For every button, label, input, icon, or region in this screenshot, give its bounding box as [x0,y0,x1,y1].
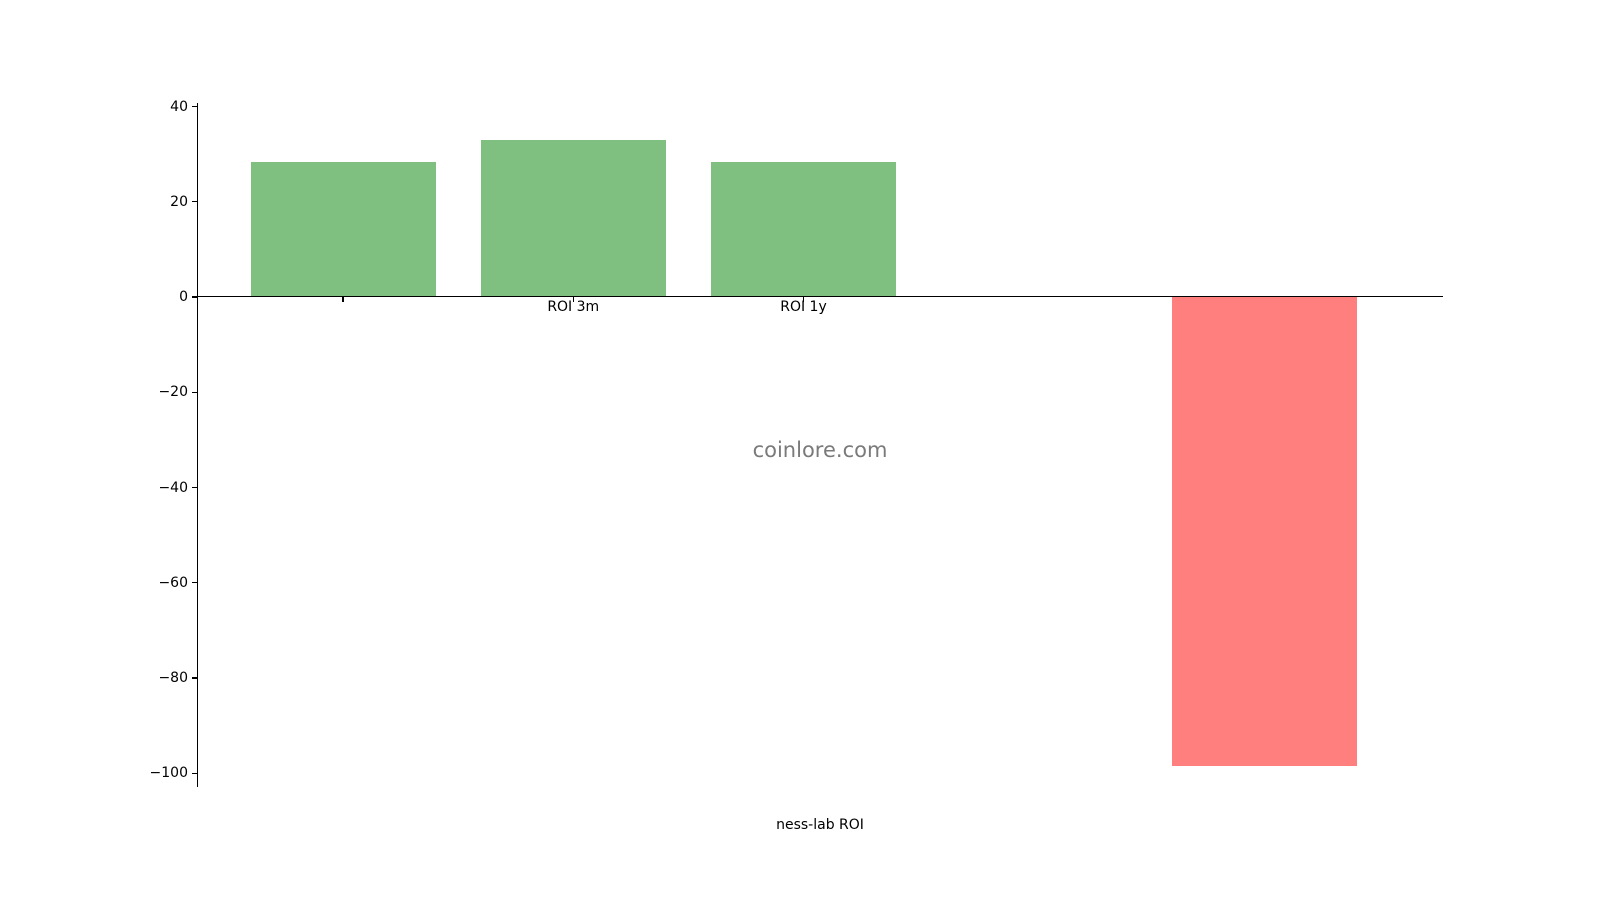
y-tick [192,582,197,584]
y-tick-label: −20 [158,384,188,401]
x-tick-label: ROI 3m [547,299,600,315]
y-tick [192,201,197,203]
x-tick [572,297,574,302]
bar [711,161,896,297]
y-tick-label: 0 [179,289,188,305]
x-tick-label: ROI 1y [780,299,827,315]
watermark-text: coinlore.com [752,438,888,462]
y-tick-label: 40 [170,98,188,115]
y-tick-label: 20 [170,193,188,210]
bar [250,161,436,297]
y-axis [197,103,199,787]
x-tick [342,297,344,302]
y-tick [192,677,197,679]
y-tick [192,486,197,489]
bar [480,139,666,297]
y-tick-label: −60 [158,574,188,591]
x-axis [197,295,1443,297]
bar [1171,297,1357,767]
y-tick [192,105,197,108]
y-tick-label: −40 [158,479,188,496]
y-tick-label: −100 [149,765,188,782]
y-tick-label: −80 [158,670,188,686]
x-axis-title: ness-lab ROI [776,817,864,833]
y-tick [192,296,197,298]
x-tick [802,297,805,302]
y-tick [192,391,197,393]
y-tick [192,772,197,774]
